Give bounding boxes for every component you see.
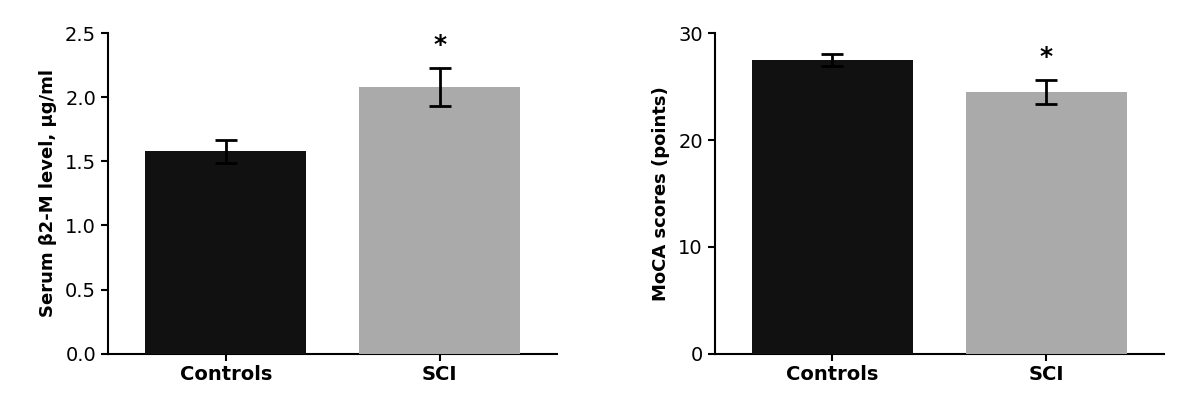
Bar	[752, 60, 912, 354]
Y-axis label: MoCA scores (points): MoCA scores (points)	[652, 86, 670, 301]
Bar	[145, 151, 306, 354]
Y-axis label: Serum β2-M level, μg/ml: Serum β2-M level, μg/ml	[38, 69, 56, 317]
Bar	[360, 87, 520, 354]
Bar	[966, 92, 1127, 354]
Text: *: *	[1039, 45, 1052, 69]
Text: *: *	[433, 33, 446, 57]
